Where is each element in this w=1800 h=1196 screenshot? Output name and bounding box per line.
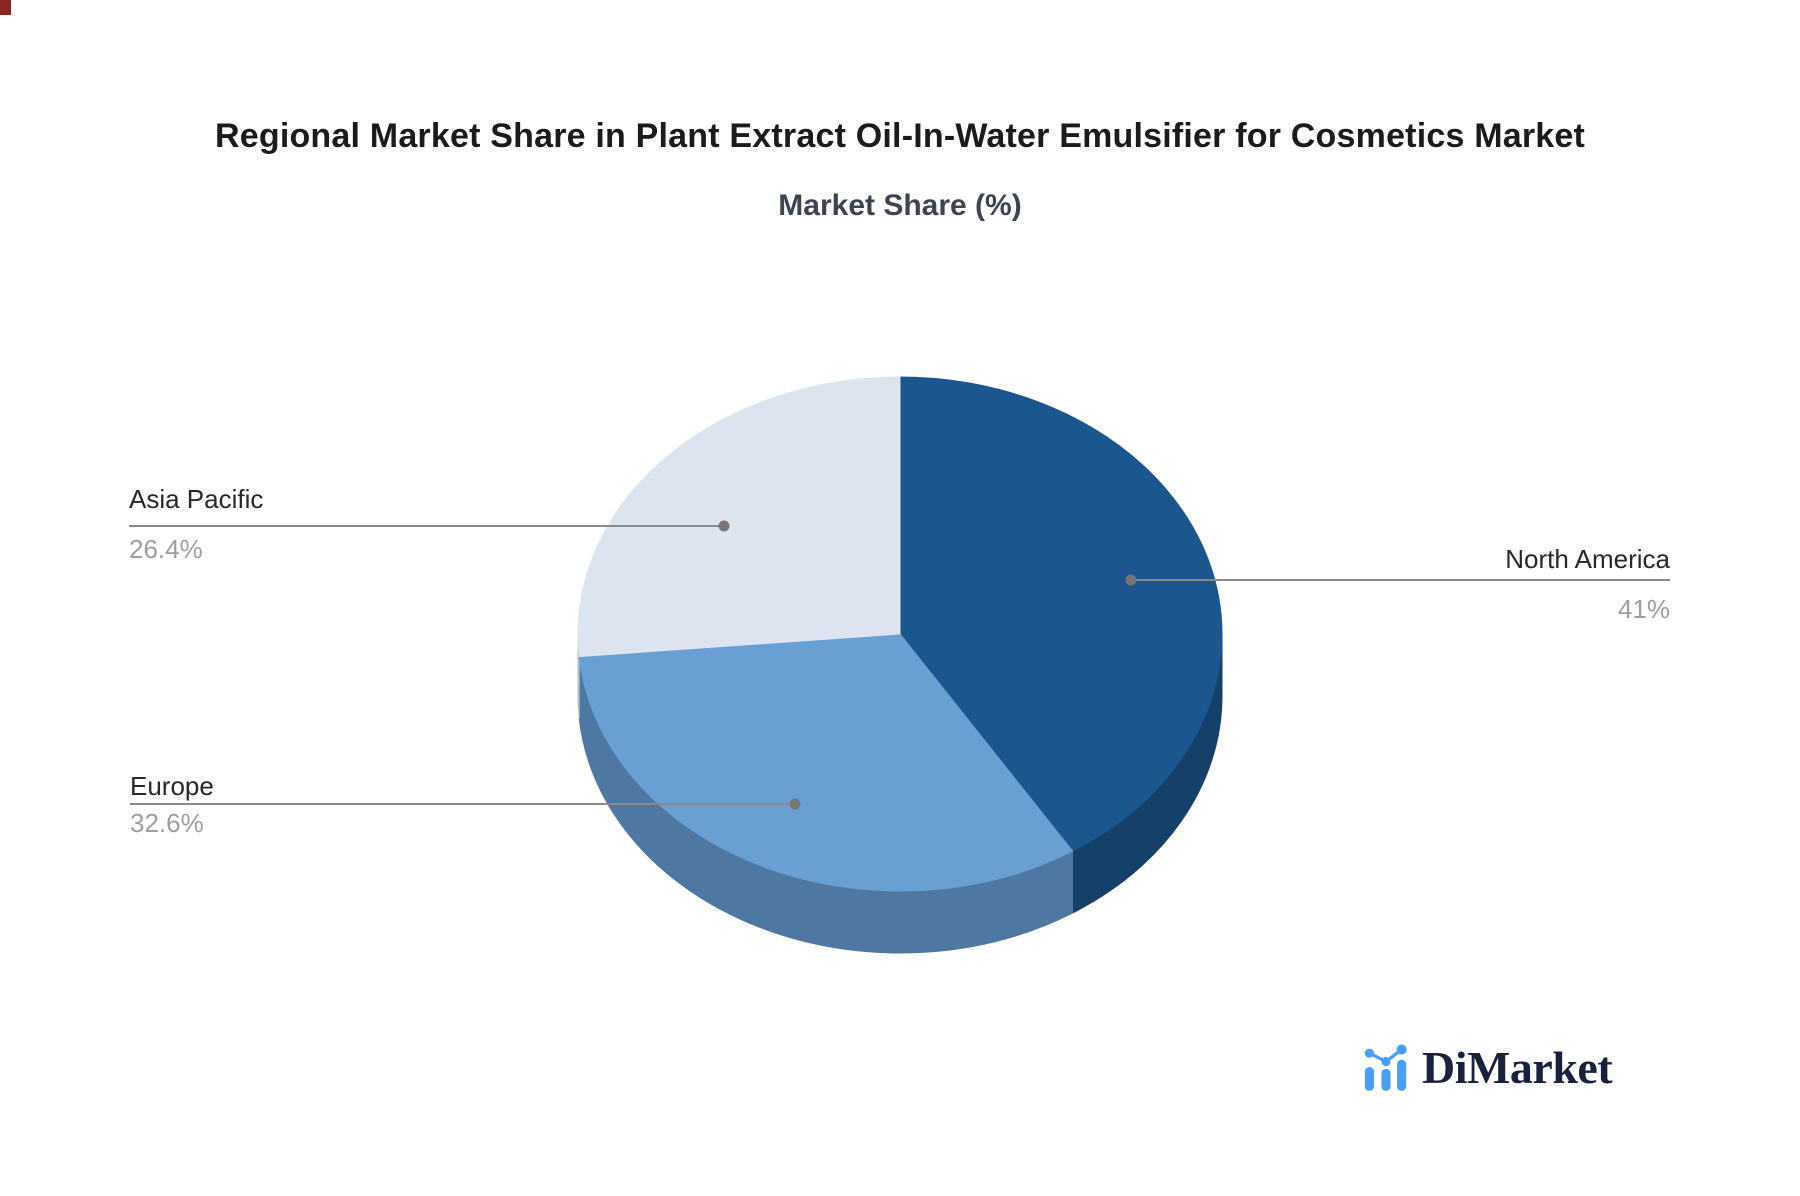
pie-slice-europe[interactable] [578, 633, 1074, 892]
leader-dot-north-america [1125, 574, 1137, 586]
bar-line-chart-icon [1364, 1044, 1407, 1091]
leader-dot-asia-pacific [718, 520, 730, 532]
callout-label-north-america: North America [1505, 544, 1670, 574]
logo: DiMarket [1363, 1042, 1613, 1093]
leader-dot-europe [789, 798, 801, 810]
logo-text: DiMarket [1422, 1042, 1613, 1093]
pie-slice-asia-pacific[interactable] [577, 376, 901, 658]
corner-marker [0, 0, 11, 15]
callout-label-asia-pacific: Asia Pacific [129, 484, 264, 514]
callout-value-north-america: 41% [1617, 594, 1670, 624]
callout-value-europe: 32.6% [130, 808, 204, 838]
pie-slice-north-america[interactable] [899, 376, 1223, 852]
chart-title: Regional Market Share in Plant Extract O… [214, 117, 1586, 155]
callout-value-asia-pacific: 26.4% [129, 534, 203, 564]
callout-label-europe: Europe [130, 771, 214, 801]
chart-subtitle: Market Share (%) [778, 189, 1022, 222]
